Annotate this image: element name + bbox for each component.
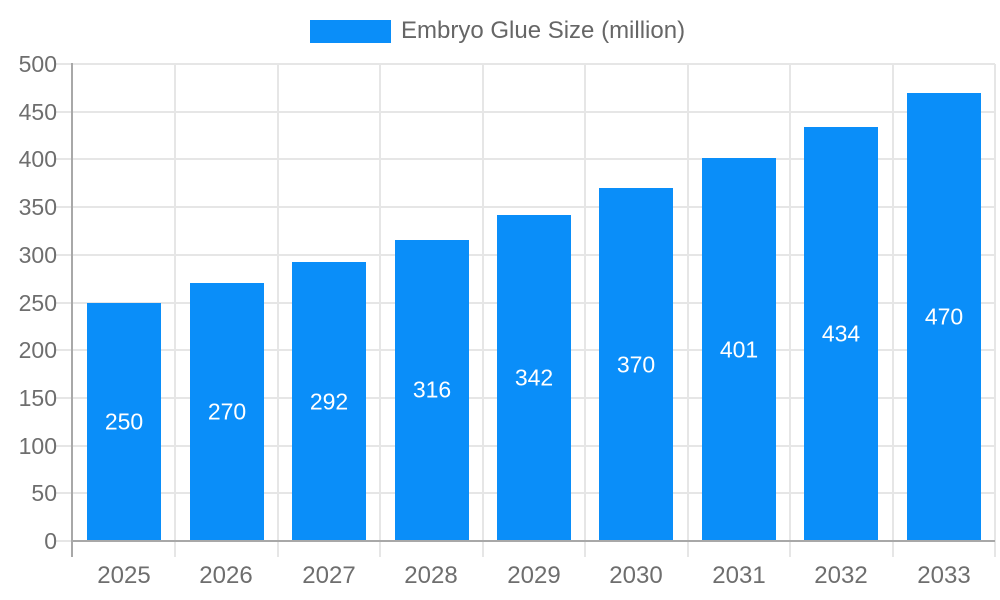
y-axis-tick-label: 500 [18,51,57,77]
x-gridline [892,64,894,557]
bar-2030[interactable] [599,188,673,541]
y-axis-tick-label: 50 [31,480,57,506]
y-axis-tick-label: 350 [18,194,57,220]
x-axis-tick-label: 2025 [97,562,151,589]
x-axis-tick-label: 2026 [199,562,253,589]
x-gridline [174,64,176,557]
bar-2025[interactable] [87,303,161,542]
bar-value-label: 434 [821,320,861,347]
legend-item[interactable]: Embryo Glue Size (million) [310,17,685,45]
y-axis-tick-label: 250 [18,290,57,316]
y-axis-tick-label: 400 [18,146,57,172]
bar-2029[interactable] [497,215,571,541]
y-axis-line [71,63,73,557]
bar-2026[interactable] [190,283,264,541]
bar-value-label: 250 [104,408,144,435]
x-axis-tick-label: 2033 [917,562,971,589]
y-gridline [55,111,995,113]
bar-value-label: 470 [924,303,964,330]
x-gridline [482,64,484,557]
y-axis-tick-label: 150 [18,385,57,411]
x-axis-tick-label: 2030 [609,562,663,589]
x-axis-tick-label: 2029 [507,562,561,589]
x-gridline [277,64,279,557]
y-axis-tick-label: 450 [18,99,57,125]
bar-2032[interactable] [804,127,878,541]
x-gridline [379,64,381,557]
bar-2031[interactable] [702,158,776,541]
bar-2027[interactable] [292,262,366,541]
bar-2028[interactable] [395,240,469,541]
bar-value-label: 292 [309,388,349,415]
x-axis-line [71,540,995,542]
bar-2033[interactable] [907,93,981,541]
y-gridline [55,63,995,65]
legend-label: Embryo Glue Size (million) [401,17,686,44]
bar-value-label: 270 [207,398,247,425]
legend-swatch [310,19,391,43]
x-gridline [789,64,791,557]
bar-value-label: 342 [514,364,554,391]
x-gridline [687,64,689,557]
y-gridline [55,206,995,208]
x-gridline [584,64,586,557]
x-axis-tick-label: 2031 [712,562,766,589]
bar-value-label: 316 [412,376,452,403]
bar-value-label: 401 [719,336,759,363]
y-axis-tick-label: 100 [18,433,57,459]
y-axis-tick-label: 300 [18,242,57,268]
x-gridline [994,64,996,557]
y-gridline [55,158,995,160]
bar-value-label: 370 [616,351,656,378]
y-axis-tick-label: 200 [18,337,57,363]
x-axis-tick-label: 2027 [302,562,356,589]
x-axis-tick-label: 2032 [814,562,868,589]
y-axis-tick-label: 0 [44,528,57,554]
x-axis-tick-label: 2028 [404,562,458,589]
